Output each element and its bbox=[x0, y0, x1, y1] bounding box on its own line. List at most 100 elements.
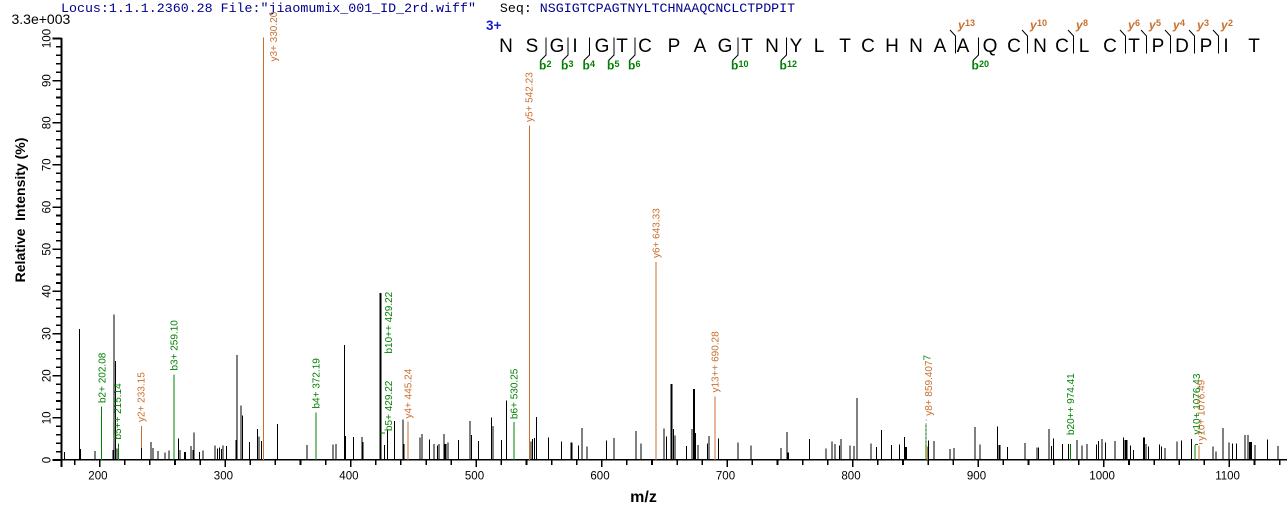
svg-text:20: 20 bbox=[42, 369, 54, 382]
svg-text:y4+ 445.24: y4+ 445.24 bbox=[404, 368, 415, 418]
svg-text:y6+ 643.33: y6+ 643.33 bbox=[652, 208, 663, 258]
svg-text:T: T bbox=[616, 36, 628, 57]
svg-text:y13++ 690.28: y13++ 690.28 bbox=[711, 331, 722, 393]
svg-text:3: 3 bbox=[569, 59, 574, 69]
svg-text:A: A bbox=[934, 36, 947, 57]
svg-text:6: 6 bbox=[636, 59, 641, 69]
svg-text:C: C bbox=[1007, 36, 1021, 57]
svg-text:900: 900 bbox=[967, 471, 986, 483]
svg-text:5: 5 bbox=[615, 59, 620, 69]
svg-text:C: C bbox=[638, 36, 652, 57]
svg-text:b: b bbox=[561, 59, 568, 73]
svg-text:N: N bbox=[765, 36, 779, 57]
svg-text:C: C bbox=[1103, 36, 1117, 57]
svg-text:Relative Intensity (%): Relative Intensity (%) bbox=[12, 138, 28, 283]
svg-text:b6+ 530.25: b6+ 530.25 bbox=[510, 368, 521, 419]
svg-text:500: 500 bbox=[465, 471, 484, 483]
svg-text:b5+ 429.22: b5+ 429.22 bbox=[384, 380, 395, 431]
svg-text:b10++ 429.22: b10++ 429.22 bbox=[384, 291, 395, 353]
svg-text:4: 4 bbox=[590, 59, 595, 69]
svg-text:A: A bbox=[957, 36, 970, 57]
svg-text:y: y bbox=[1172, 18, 1181, 32]
svg-text:y: y bbox=[1148, 18, 1157, 32]
svg-text:L: L bbox=[814, 36, 825, 57]
svg-text:10: 10 bbox=[739, 59, 749, 69]
svg-text:b: b bbox=[972, 59, 979, 73]
svg-text:b5++ 215.14: b5++ 215.14 bbox=[113, 383, 124, 440]
svg-text:10: 10 bbox=[42, 412, 54, 425]
svg-text:Y: Y bbox=[790, 36, 803, 57]
svg-text:300: 300 bbox=[214, 471, 233, 483]
svg-text:40: 40 bbox=[42, 285, 54, 298]
svg-text:700: 700 bbox=[716, 471, 735, 483]
svg-text:7: 7 bbox=[923, 355, 934, 361]
svg-text:4: 4 bbox=[1180, 18, 1185, 28]
svg-text:I: I bbox=[1223, 36, 1228, 57]
svg-text:5: 5 bbox=[1156, 18, 1161, 28]
svg-text:m/z: m/z bbox=[630, 489, 657, 506]
svg-text:L: L bbox=[1079, 36, 1090, 57]
svg-text:S: S bbox=[526, 36, 539, 57]
svg-text:80: 80 bbox=[42, 116, 54, 129]
svg-text:G: G bbox=[550, 36, 565, 57]
svg-text:y3+ 330.20: y3+ 330.20 bbox=[269, 11, 280, 61]
svg-text:b: b bbox=[780, 59, 787, 73]
svg-text:b2+ 202.08: b2+ 202.08 bbox=[98, 352, 109, 403]
svg-text:90: 90 bbox=[42, 74, 54, 87]
svg-text:y: y bbox=[1220, 18, 1229, 32]
svg-text:10: 10 bbox=[1037, 18, 1047, 28]
svg-text:Locus:1.1.1.2360.28 File:"jiao: Locus:1.1.1.2360.28 File:"jiaomumix_001_… bbox=[61, 1, 795, 16]
svg-text:1000: 1000 bbox=[1089, 471, 1115, 483]
svg-text:T: T bbox=[1128, 36, 1140, 57]
svg-text:P: P bbox=[1152, 36, 1165, 57]
svg-text:G: G bbox=[718, 36, 733, 57]
svg-text:8: 8 bbox=[1083, 18, 1088, 28]
svg-text:2: 2 bbox=[547, 59, 552, 69]
svg-text:b: b bbox=[539, 59, 546, 73]
svg-text:b: b bbox=[628, 59, 635, 73]
svg-text:N: N bbox=[1033, 36, 1047, 57]
svg-text:y: y bbox=[1029, 18, 1038, 32]
svg-text:N: N bbox=[499, 36, 513, 57]
svg-text:600: 600 bbox=[590, 471, 609, 483]
svg-text:b: b bbox=[583, 59, 590, 73]
svg-text:400: 400 bbox=[339, 471, 358, 483]
svg-text:20: 20 bbox=[979, 59, 989, 69]
svg-text:C: C bbox=[1055, 36, 1069, 57]
svg-text:T: T bbox=[741, 36, 753, 57]
svg-text:3.3e+003: 3.3e+003 bbox=[12, 11, 71, 27]
svg-text:2: 2 bbox=[1228, 18, 1233, 28]
svg-text:b20++ 974.41: b20++ 974.41 bbox=[1066, 373, 1077, 435]
svg-text:y5+ 542.23: y5+ 542.23 bbox=[525, 72, 536, 122]
svg-text:3+: 3+ bbox=[486, 18, 502, 33]
svg-text:b: b bbox=[731, 59, 738, 73]
svg-text:H: H bbox=[885, 36, 899, 57]
svg-text:y2+ 233.15: y2+ 233.15 bbox=[137, 372, 148, 422]
svg-text:T: T bbox=[1248, 36, 1260, 57]
svg-text:C: C bbox=[861, 36, 875, 57]
svg-text:1100: 1100 bbox=[1215, 471, 1240, 483]
svg-text:P: P bbox=[668, 36, 681, 57]
svg-text:b3+ 259.10: b3+ 259.10 bbox=[170, 320, 181, 371]
svg-text:y10+ 1076.49: y10+ 1076.49 bbox=[1196, 379, 1207, 440]
svg-text:A: A bbox=[694, 36, 707, 57]
svg-text:Q: Q bbox=[983, 36, 998, 57]
svg-text:b4+ 372.19: b4+ 372.19 bbox=[311, 358, 322, 409]
svg-text:60: 60 bbox=[42, 201, 54, 214]
svg-text:100: 100 bbox=[42, 29, 54, 48]
svg-text:P: P bbox=[1200, 36, 1213, 57]
svg-text:0: 0 bbox=[42, 457, 54, 463]
svg-text:12: 12 bbox=[787, 59, 797, 69]
svg-text:y: y bbox=[1127, 18, 1136, 32]
svg-text:N: N bbox=[909, 36, 923, 57]
svg-text:G: G bbox=[595, 36, 610, 57]
svg-text:800: 800 bbox=[841, 471, 860, 483]
svg-text:3: 3 bbox=[1204, 18, 1209, 28]
svg-text:D: D bbox=[1175, 36, 1189, 57]
svg-text:T: T bbox=[839, 36, 851, 57]
svg-text:6: 6 bbox=[1135, 18, 1140, 28]
svg-text:y: y bbox=[1196, 18, 1205, 32]
svg-text:y10+ 1076.43: y10+ 1076.43 bbox=[1192, 373, 1203, 434]
svg-text:y: y bbox=[1075, 18, 1084, 32]
svg-text:13: 13 bbox=[965, 18, 975, 28]
